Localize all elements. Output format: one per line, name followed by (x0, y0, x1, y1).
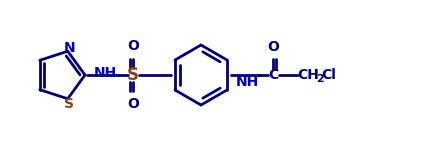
Text: O: O (127, 39, 139, 53)
Text: CH: CH (297, 68, 319, 82)
Text: NH: NH (93, 66, 117, 80)
Text: O: O (127, 97, 139, 111)
Text: S: S (64, 97, 74, 111)
Text: C: C (268, 68, 278, 82)
Text: S: S (127, 66, 139, 84)
Text: O: O (267, 40, 279, 54)
Text: N: N (64, 41, 76, 55)
Text: NH: NH (236, 75, 259, 89)
Text: 2: 2 (316, 74, 324, 84)
Text: Cl: Cl (321, 68, 337, 82)
